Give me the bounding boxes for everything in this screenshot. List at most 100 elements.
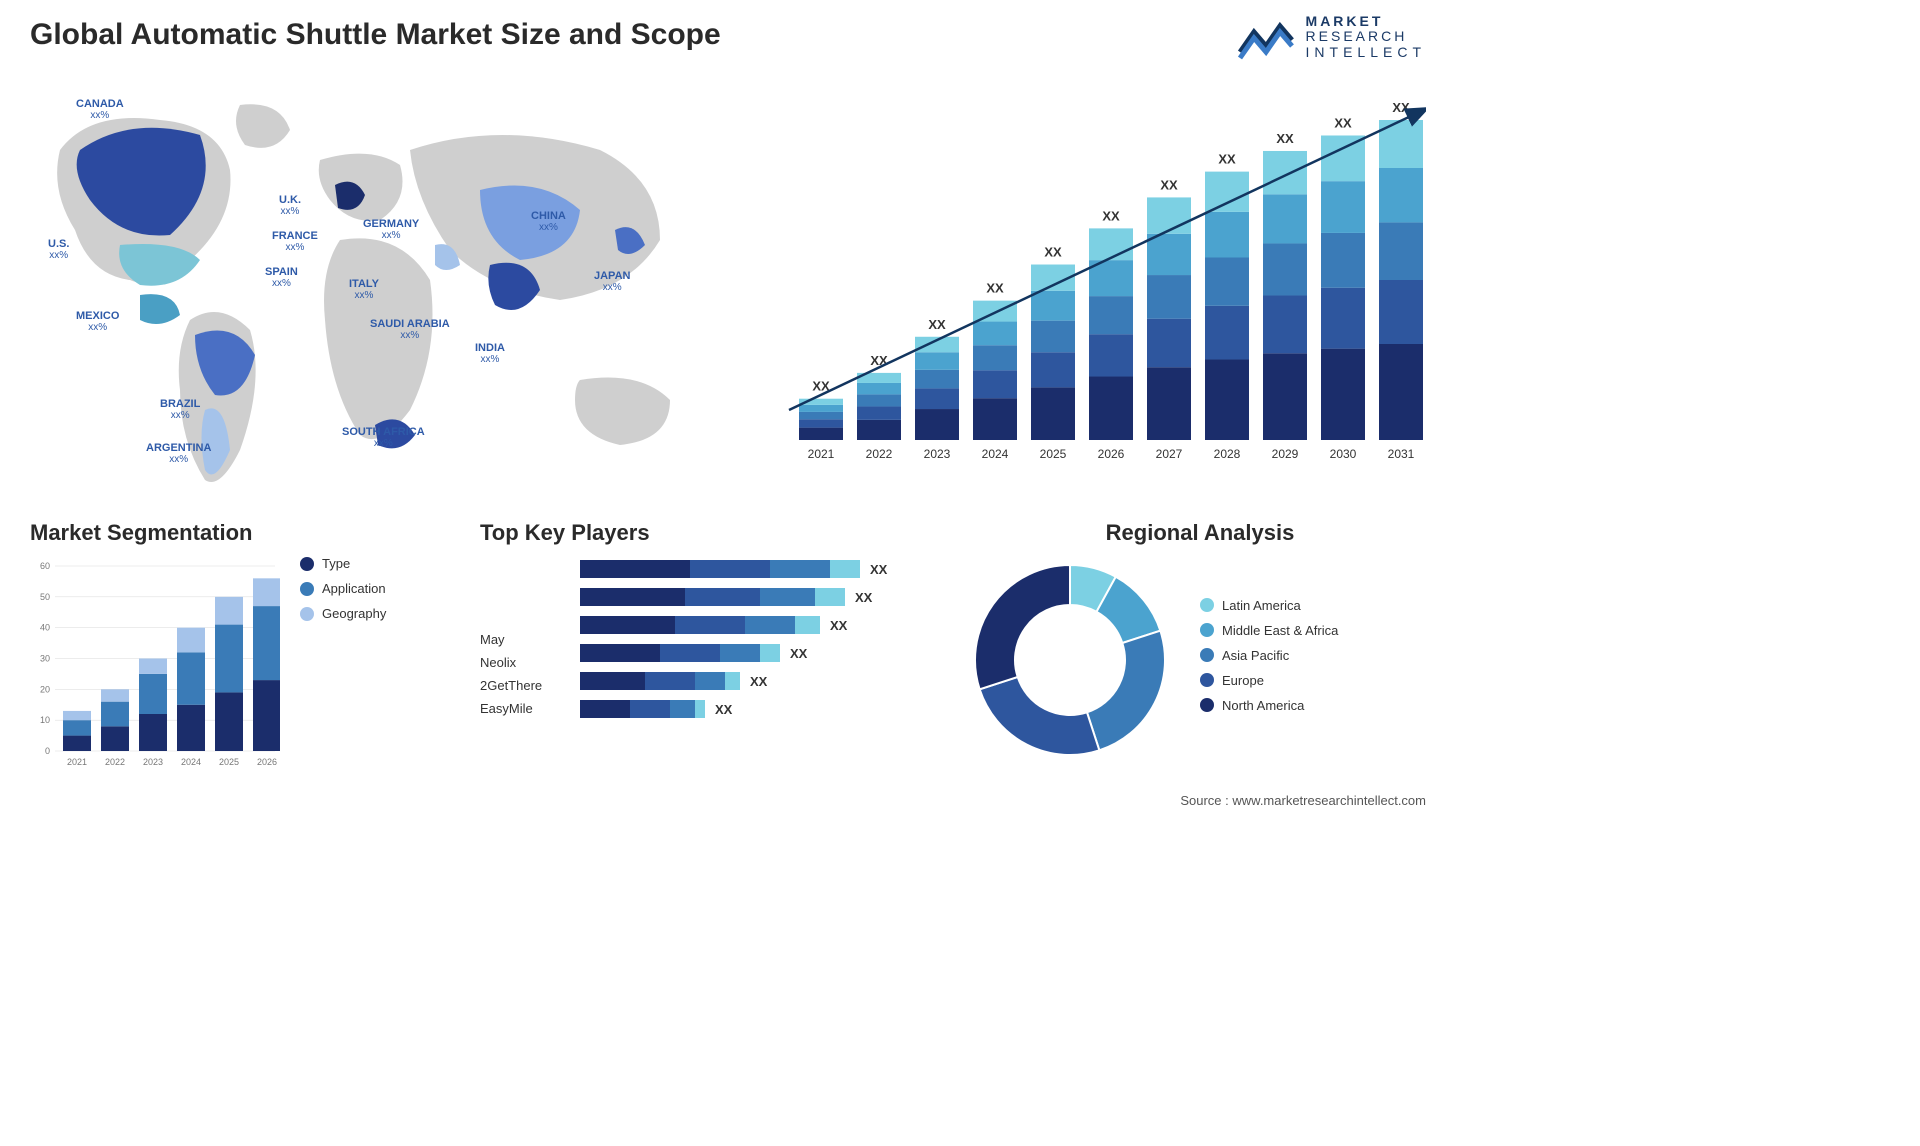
legend-dot-icon	[300, 607, 314, 621]
logo-line3: INTELLECT	[1306, 45, 1426, 60]
growth-bar-segment	[1379, 280, 1423, 344]
legend-dot-icon	[1200, 698, 1214, 712]
seg-bar-segment	[215, 692, 243, 751]
legend-label: Middle East & Africa	[1222, 623, 1338, 638]
player-bar-row: XX	[580, 700, 887, 718]
player-bar-segment	[670, 700, 695, 718]
svg-text:2024: 2024	[181, 757, 201, 767]
growth-bar-segment	[1379, 222, 1423, 280]
map-label: JAPANxx%	[594, 270, 630, 293]
legend-dot-icon	[1200, 648, 1214, 662]
legend-label: Type	[322, 556, 350, 571]
players-chart: XXXXXXXXXXXX	[580, 560, 887, 728]
player-bar-segment	[830, 560, 860, 578]
map-label: ARGENTINAxx%	[146, 442, 211, 465]
growth-bar-segment	[799, 412, 843, 419]
player-bar-segment	[580, 616, 675, 634]
brand-logo: MARKET RESEARCH INTELLECT	[1236, 12, 1426, 62]
legend-label: North America	[1222, 698, 1304, 713]
growth-bar-segment	[1147, 275, 1191, 319]
growth-bar-segment	[1205, 257, 1249, 305]
growth-year-tick: 2023	[924, 447, 951, 461]
legend-item: Europe	[1200, 673, 1338, 688]
svg-text:60: 60	[40, 561, 50, 571]
segmentation-chart: 0102030405060202120222023202420252026	[30, 556, 280, 776]
player-bar-segment	[580, 588, 685, 606]
seg-bar-segment	[101, 726, 129, 751]
players-title: Top Key Players	[480, 520, 940, 546]
player-name: 2GetThere	[480, 678, 560, 693]
seg-bar-segment	[139, 674, 167, 714]
growth-bar-label: XX	[1102, 208, 1120, 223]
player-bar-label: XX	[715, 702, 732, 717]
player-bar-segment	[760, 644, 780, 662]
svg-text:50: 50	[40, 592, 50, 602]
player-bar-segment	[580, 672, 645, 690]
growth-bar-segment	[1147, 367, 1191, 440]
donut-slice	[980, 677, 1100, 755]
player-bar-label: XX	[870, 562, 887, 577]
svg-text:2021: 2021	[67, 757, 87, 767]
growth-bar-segment	[857, 406, 901, 419]
seg-bar-segment	[139, 659, 167, 674]
growth-bar-segment	[1205, 359, 1249, 440]
player-bar	[580, 700, 705, 718]
player-bar-segment	[690, 560, 770, 578]
growth-bar-segment	[1379, 168, 1423, 222]
player-bar-segment	[580, 644, 660, 662]
player-bar-segment	[675, 616, 745, 634]
growth-bar-segment	[1321, 233, 1365, 288]
seg-bar-segment	[253, 606, 280, 680]
map-label: SOUTH AFRICAxx%	[342, 426, 425, 449]
player-bar-label: XX	[750, 674, 767, 689]
map-label: SPAINxx%	[265, 266, 298, 289]
growth-bar-segment	[915, 370, 959, 389]
growth-bar-label: XX	[1044, 245, 1062, 260]
player-bar	[580, 644, 780, 662]
svg-text:2026: 2026	[257, 757, 277, 767]
seg-bar-segment	[177, 628, 205, 653]
world-map: CANADAxx%U.S.xx%MEXICOxx%BRAZILxx%ARGENT…	[20, 90, 720, 490]
legend-label: Application	[322, 581, 386, 596]
legend-dot-icon	[1200, 623, 1214, 637]
player-bar	[580, 560, 860, 578]
map-label: CANADAxx%	[76, 98, 124, 121]
growth-bar-segment	[1205, 172, 1249, 212]
growth-bar-segment	[1321, 349, 1365, 440]
seg-bar-segment	[177, 705, 205, 751]
seg-bar-segment	[253, 578, 280, 606]
growth-bar-segment	[973, 370, 1017, 398]
seg-bar-segment	[101, 702, 129, 727]
growth-bar-segment	[857, 420, 901, 440]
player-bar-label: XX	[855, 590, 872, 605]
logo-line1: MARKET	[1306, 14, 1426, 29]
growth-bar-segment	[1263, 243, 1307, 295]
growth-bar-segment	[1031, 321, 1075, 353]
growth-bar-segment	[1031, 352, 1075, 387]
legend-dot-icon	[1200, 598, 1214, 612]
growth-bar-segment	[1205, 306, 1249, 360]
player-bar-segment	[770, 560, 830, 578]
map-label: U.S.xx%	[48, 238, 69, 261]
growth-bar-segment	[1321, 181, 1365, 233]
logo-mark-icon	[1236, 12, 1296, 62]
regional-donut-chart	[970, 560, 1170, 760]
seg-bar-segment	[215, 597, 243, 625]
growth-bar-segment	[1321, 288, 1365, 349]
map-label: U.K.xx%	[279, 194, 301, 217]
legend-label: Europe	[1222, 673, 1264, 688]
player-bar-segment	[630, 700, 670, 718]
logo-line2: RESEARCH	[1306, 29, 1426, 44]
growth-year-tick: 2022	[866, 447, 893, 461]
growth-year-tick: 2026	[1098, 447, 1125, 461]
growth-bar-segment	[799, 419, 843, 427]
growth-bar-segment	[799, 428, 843, 440]
growth-bar-segment	[1089, 334, 1133, 376]
player-bar-segment	[580, 560, 690, 578]
seg-bar-segment	[101, 689, 129, 701]
growth-year-tick: 2025	[1040, 447, 1067, 461]
legend-item: Asia Pacific	[1200, 648, 1338, 663]
player-bar	[580, 588, 845, 606]
map-label: SAUDI ARABIAxx%	[370, 318, 450, 341]
map-label: FRANCExx%	[272, 230, 318, 253]
